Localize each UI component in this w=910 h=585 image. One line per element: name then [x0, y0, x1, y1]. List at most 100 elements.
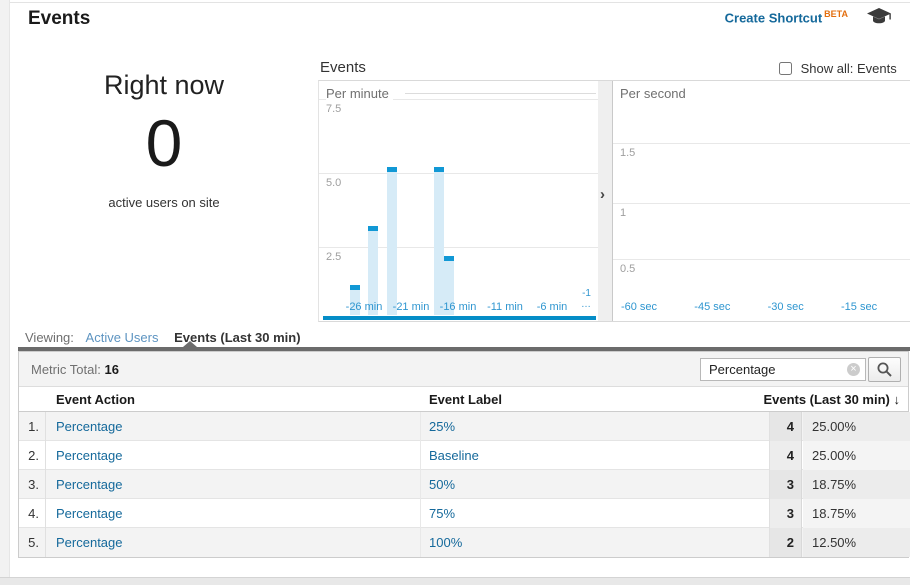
x-axis-tick: -16 min [439, 301, 477, 313]
gridline [319, 99, 598, 100]
metric-total-bar: Metric Total: 16 × [19, 352, 908, 387]
tab-events-last-30-min[interactable]: Events (Last 30 min) [174, 330, 301, 345]
event-bar [434, 167, 445, 315]
events-count-cell: 4 [770, 412, 802, 441]
event-action-link[interactable]: Percentage [56, 419, 123, 434]
per-minute-label-rule [405, 93, 596, 94]
row-index: 2. [19, 441, 46, 470]
events-count-cell: 3 [770, 499, 802, 528]
event-label-link[interactable]: 50% [429, 477, 456, 492]
x-axis-tick: -15 sec [841, 301, 878, 313]
events-percentage-cell: 18.75% [803, 470, 910, 499]
event-label-link[interactable]: 100% [429, 535, 463, 550]
event-action-cell: Percentage [47, 470, 421, 499]
row-index: 5. [19, 528, 46, 557]
chart-section-title: Events [320, 59, 366, 76]
y-axis-tick: 5.0 [326, 177, 342, 189]
table-body: 1. Percentage 25% 4 25.00% 2. Percentage Baseli… [19, 412, 910, 557]
table-row: 2. Percentage Baseline 4 25.00% [19, 441, 910, 470]
metric-total: Metric Total: 16 [31, 362, 119, 377]
expand-chart-button[interactable]: › [600, 186, 605, 203]
gridline [613, 259, 910, 260]
search-input[interactable] [700, 358, 866, 381]
x-axis-tick: -26 min [345, 301, 383, 313]
metric-total-value: 16 [104, 362, 119, 377]
x-axis-tick: -60 sec [620, 301, 658, 313]
per-minute-baseline [323, 316, 596, 320]
sidebar-edge [0, 0, 10, 585]
y-axis-tick: 1 [620, 207, 627, 219]
column-header-event-action[interactable]: Event Action [56, 392, 135, 407]
page-title: Events [28, 8, 91, 29]
clear-search-icon[interactable]: × [847, 363, 860, 376]
row-index: 4. [19, 499, 46, 528]
event-label-link[interactable]: Baseline [429, 448, 479, 463]
table-row: 1. Percentage 25% 4 25.00% [19, 412, 910, 441]
events-percentage-cell: 12.50% [803, 528, 910, 557]
x-axis-tick: -21 min [392, 301, 430, 313]
events-count-cell: 4 [770, 441, 802, 470]
create-shortcut: Create Shortcut BETA [725, 9, 848, 25]
table-header-row: Event Action Event Label Events (Last 30… [19, 387, 908, 412]
event-label-cell: 25% [422, 412, 770, 441]
events-count-cell: 2 [770, 528, 802, 557]
viewing-row: Viewing: Active Users Events (Last 30 mi… [25, 330, 301, 345]
show-all-control: Show all: Events [779, 61, 897, 76]
viewing-label: Viewing: [25, 330, 74, 345]
events-percentage-cell: 18.75% [803, 499, 910, 528]
event-action-link[interactable]: Percentage [56, 506, 123, 521]
event-label-cell: 100% [422, 528, 770, 557]
table-row: 3. Percentage 50% 3 18.75% [19, 470, 910, 499]
y-axis-tick: 0.5 [620, 263, 636, 275]
y-axis-tick: 2.5 [326, 251, 342, 263]
header-divider [10, 2, 910, 3]
chart-divider: › [598, 81, 612, 321]
event-bar-cap [368, 226, 379, 232]
event-action-link[interactable]: Percentage [56, 448, 123, 463]
column-header-events-count[interactable]: Events (Last 30 min) ↓ [763, 392, 900, 407]
row-index: 3. [19, 470, 46, 499]
events-table: Metric Total: 16 × Event Action Event La… [18, 351, 910, 558]
event-bar [368, 226, 379, 315]
tab-active-users[interactable]: Active Users [85, 330, 159, 345]
events-count-cell: 3 [770, 470, 802, 499]
table-row: 4. Percentage 75% 3 18.75% [19, 499, 910, 528]
event-label-cell: 75% [422, 499, 770, 528]
events-chart-card: Per minute 7.5 5.0 2.5 -26 min -21 min -16 m… [318, 80, 910, 322]
gridline [613, 203, 910, 204]
search-button[interactable] [868, 357, 901, 382]
beta-badge: BETA [824, 9, 848, 19]
event-action-cell: Percentage [47, 528, 421, 557]
gridline [319, 173, 598, 174]
x-axis-tick: -45 sec [694, 301, 731, 313]
per-minute-label: Per minute [326, 86, 393, 101]
show-all-checkbox[interactable] [779, 62, 792, 75]
event-bar-cap [443, 255, 454, 261]
active-tab-caret [183, 341, 197, 347]
per-second-plot: Per second 1.5 1 0.5 -60 sec -45 sec -30 sec… [612, 81, 910, 321]
table-row: 5. Percentage 100% 2 12.50% [19, 528, 910, 557]
gridline [613, 143, 910, 144]
right-now-panel: Right now 0 active users on site [10, 70, 318, 210]
event-label-link[interactable]: 25% [429, 419, 456, 434]
create-shortcut-button[interactable]: Create Shortcut [724, 10, 823, 26]
education-graduation-cap-icon[interactable] [866, 7, 892, 25]
event-action-link[interactable]: Percentage [56, 535, 123, 550]
per-minute-plot: Per minute 7.5 5.0 2.5 -26 min -21 min -16 m… [319, 81, 598, 321]
events-percentage-cell: 25.00% [803, 412, 910, 441]
show-all-label: Show all: Events [800, 61, 897, 76]
event-bar [443, 255, 454, 315]
column-header-event-label[interactable]: Event Label [429, 392, 502, 407]
x-axis-tick: -30 sec [767, 301, 804, 313]
magnifier-icon [877, 362, 892, 377]
event-action-link[interactable]: Percentage [56, 477, 123, 492]
event-label-link[interactable]: 75% [429, 506, 456, 521]
event-action-cell: Percentage [47, 441, 421, 470]
events-percentage-cell: 25.00% [803, 441, 910, 470]
x-axis-tick: -11 min [487, 301, 523, 313]
y-axis-tick: 7.5 [326, 103, 342, 115]
y-axis-tick: 1.5 [620, 147, 636, 159]
event-label-cell: Baseline [422, 441, 770, 470]
gridline [319, 247, 598, 248]
sort-descending-icon: ↓ [893, 392, 901, 407]
